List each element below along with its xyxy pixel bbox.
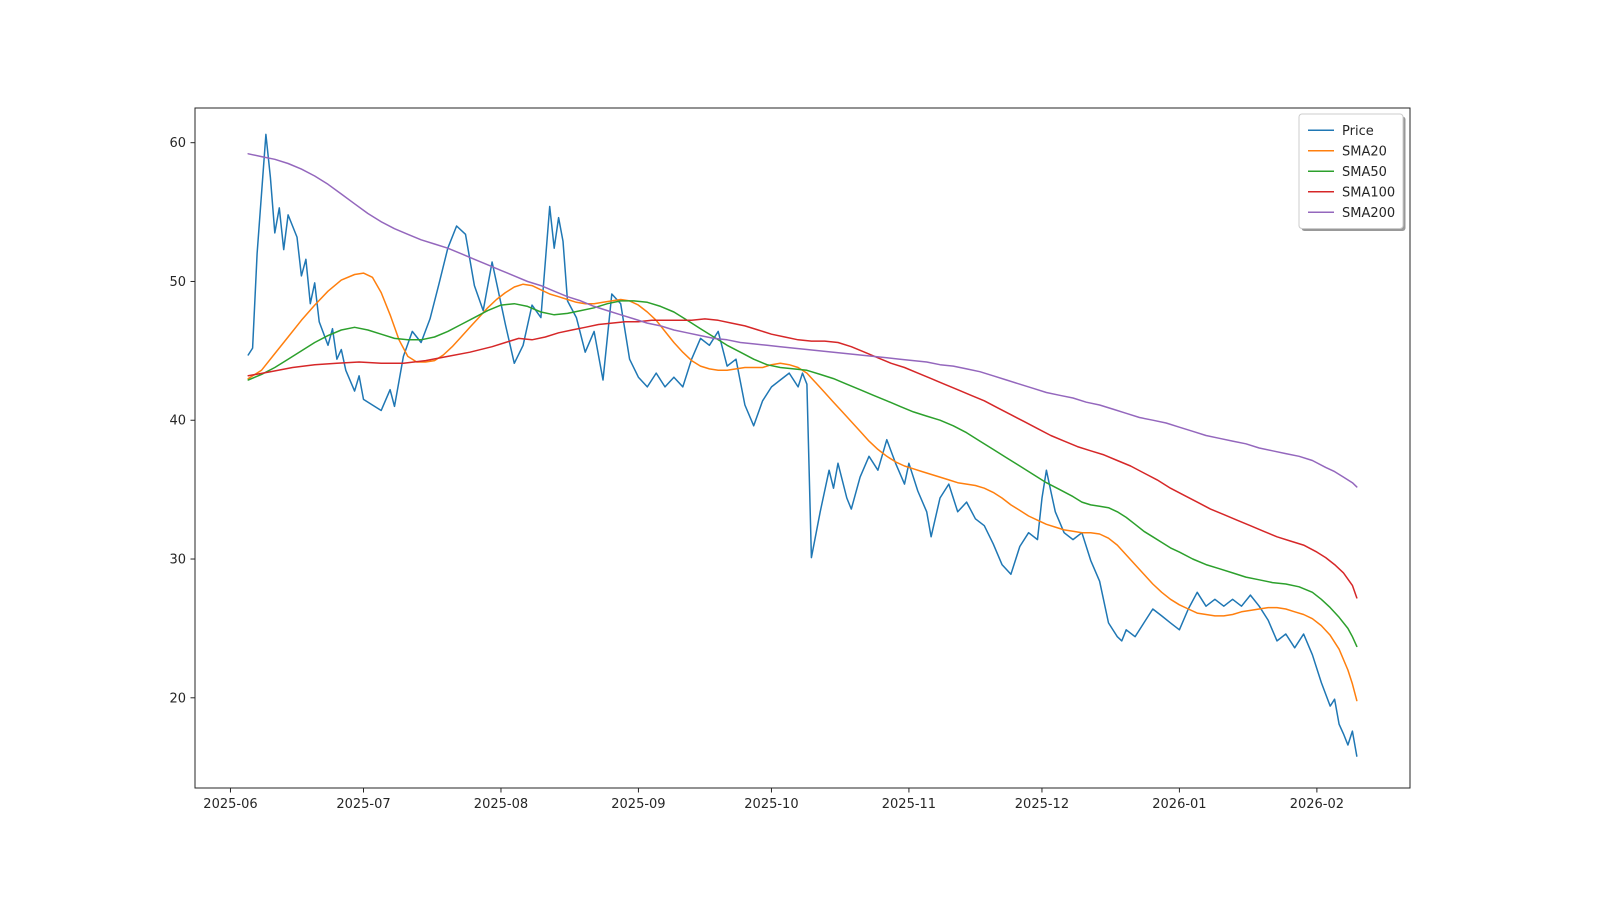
legend-label: Price [1342, 124, 1374, 139]
series-group [247, 133, 1358, 757]
legend-label: SMA50 [1342, 165, 1387, 180]
y-tick-label: 50 [169, 275, 186, 290]
line-price [247, 133, 1358, 757]
y-axis: 20 30 40 50 60 [169, 136, 195, 706]
legend: Price SMA20 SMA50 SMA100 SMA200 [1298, 113, 1406, 231]
x-axis: 2025-06 2025-07 2025-08 2025-09 2025-10 2025-… [203, 788, 1344, 812]
y-tick-label: 30 [169, 553, 186, 568]
legend-item-sma200: SMA200 [1308, 206, 1395, 221]
x-tick-label: 2025-06 [203, 797, 257, 812]
x-tick-label: 2025-09 [611, 797, 665, 812]
legend-box [1298, 113, 1404, 229]
y-tick-label: 60 [169, 136, 186, 151]
x-tick-label: 2025-11 [882, 797, 936, 812]
legend-item-sma20: SMA20 [1308, 144, 1387, 159]
plot-area [195, 108, 1410, 788]
legend-item-sma50: SMA50 [1308, 165, 1387, 180]
line-sma200 [247, 153, 1358, 488]
legend-label: SMA20 [1342, 144, 1387, 159]
line-sma50 [247, 300, 1358, 648]
line-sma100 [247, 318, 1358, 599]
y-tick-label: 40 [169, 414, 186, 429]
x-tick-label: 2025-07 [336, 797, 390, 812]
x-tick-label: 2026-01 [1152, 797, 1206, 812]
legend-label: SMA100 [1342, 185, 1395, 200]
legend-item-sma100: SMA100 [1308, 185, 1395, 200]
legend-item-price: Price [1308, 124, 1374, 139]
line-sma20 [247, 272, 1358, 702]
x-tick-label: 2025-12 [1015, 797, 1069, 812]
x-tick-label: 2025-08 [474, 797, 528, 812]
x-tick-label: 2025-10 [744, 797, 798, 812]
x-tick-label: 2026-02 [1290, 797, 1344, 812]
y-tick-label: 20 [169, 691, 186, 706]
legend-label: SMA200 [1342, 206, 1395, 221]
axes-frame [194, 107, 1411, 789]
